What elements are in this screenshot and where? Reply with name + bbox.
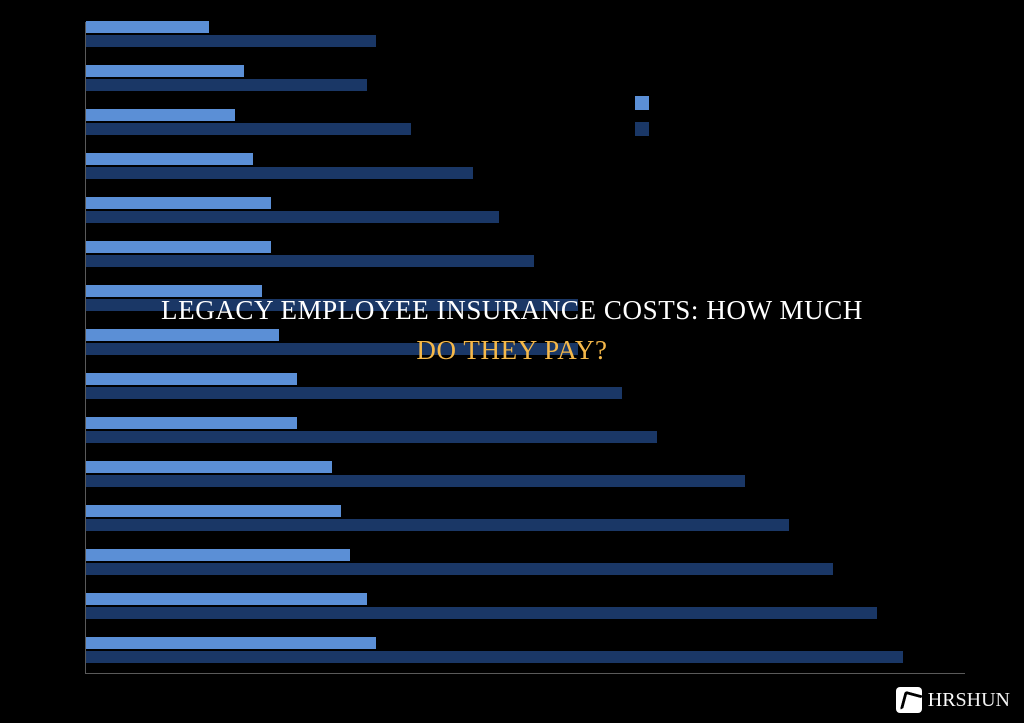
bar-series-a bbox=[86, 109, 235, 121]
bar-group bbox=[86, 505, 965, 531]
bar-series-b bbox=[86, 651, 903, 663]
bar-series-b bbox=[86, 79, 367, 91]
bar-group bbox=[86, 549, 965, 575]
bar-series-b bbox=[86, 299, 578, 311]
bar-group bbox=[86, 21, 965, 47]
legend-item bbox=[635, 122, 657, 136]
bar-group bbox=[86, 109, 965, 135]
bar-group bbox=[86, 65, 965, 91]
bar-group bbox=[86, 373, 965, 399]
bar-group bbox=[86, 417, 965, 443]
bar-group bbox=[86, 637, 965, 663]
bar-series-a bbox=[86, 461, 332, 473]
bar-group bbox=[86, 285, 965, 311]
chart-container bbox=[85, 22, 965, 674]
bar-series-a bbox=[86, 593, 367, 605]
bar-series-b bbox=[86, 167, 473, 179]
bar-series-a bbox=[86, 505, 341, 517]
bar-series-a bbox=[86, 417, 297, 429]
bar-series-b bbox=[86, 563, 833, 575]
bar-series-b bbox=[86, 431, 657, 443]
legend-swatch bbox=[635, 96, 649, 110]
bar-series-a bbox=[86, 329, 279, 341]
brand-logo: HRSHUN bbox=[896, 687, 1010, 713]
bar-series-b bbox=[86, 343, 578, 355]
bar-series-a bbox=[86, 21, 209, 33]
plot-area bbox=[85, 22, 965, 674]
bar-group bbox=[86, 593, 965, 619]
bar-group bbox=[86, 461, 965, 487]
bar-series-a bbox=[86, 373, 297, 385]
bar-series-b bbox=[86, 387, 622, 399]
legend-swatch bbox=[635, 122, 649, 136]
legend-item bbox=[635, 96, 657, 110]
bar-series-a bbox=[86, 285, 262, 297]
bar-group bbox=[86, 197, 965, 223]
bar-series-b bbox=[86, 255, 534, 267]
logo-text-right: SHUN bbox=[956, 689, 1010, 711]
bar-series-a bbox=[86, 549, 350, 561]
bar-group bbox=[86, 153, 965, 179]
bar-series-a bbox=[86, 241, 271, 253]
logo-text: HRSHUN bbox=[928, 689, 1010, 712]
bar-group bbox=[86, 329, 965, 355]
bar-series-b bbox=[86, 211, 499, 223]
bar-series-a bbox=[86, 153, 253, 165]
bar-series-b bbox=[86, 475, 745, 487]
logo-text-left: HR bbox=[928, 689, 956, 711]
bar-series-b bbox=[86, 519, 789, 531]
bar-group bbox=[86, 241, 965, 267]
bar-series-b bbox=[86, 35, 376, 47]
bar-series-a bbox=[86, 197, 271, 209]
bar-series-a bbox=[86, 65, 244, 77]
logo-icon bbox=[896, 687, 922, 713]
legend bbox=[635, 96, 657, 136]
bar-series-b bbox=[86, 607, 877, 619]
bar-series-a bbox=[86, 637, 376, 649]
bar-series-b bbox=[86, 123, 411, 135]
